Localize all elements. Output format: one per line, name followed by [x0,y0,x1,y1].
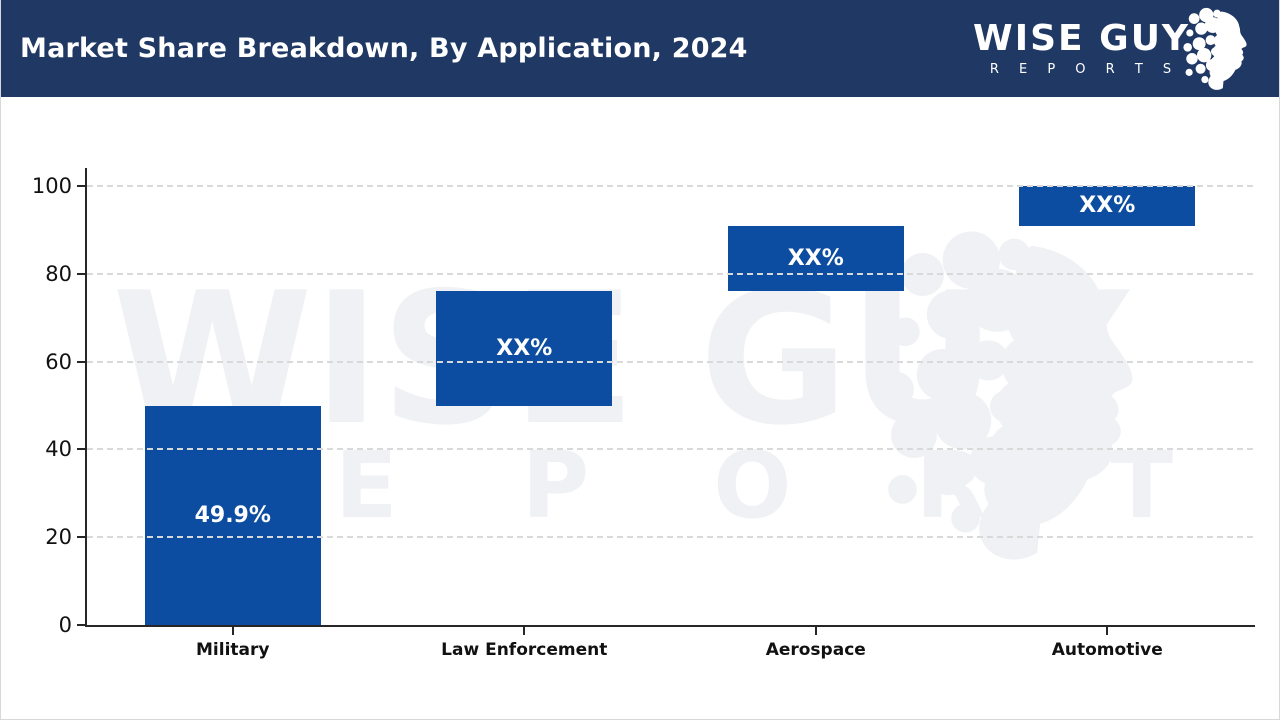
logo-text: WISE GUY R E P O R T S [972,17,1190,77]
gridline-40 [87,448,1253,451]
gridline-20 [87,536,1253,539]
logo-wordmark: WISE GUY [972,17,1190,59]
x-tick-mark [231,627,234,635]
y-tick-mark [77,448,85,451]
y-tick-label: 20 [45,525,72,550]
y-tick-mark [77,272,85,275]
y-tick-label: 40 [45,437,72,462]
bar-value-label: 49.9% [194,502,271,528]
x-axis-line [85,625,1255,627]
bar-automotive: XX% [1019,186,1196,226]
y-tick-mark [77,185,85,187]
y-tick-mark [77,536,85,539]
y-tick-mark [77,624,85,626]
y-tick-label: 0 [58,613,72,637]
bar-value-label: XX% [787,245,844,271]
x-category-label-military: Military [196,640,270,660]
header: Market Share Breakdown, By Application, … [0,0,1280,97]
gridline-100 [87,185,1253,187]
bar-aerospace: XX% [727,225,904,292]
bar-law-enforcement: XX% [436,291,613,406]
x-category-label-automotive: Automotive [1051,640,1163,660]
bar-military: 49.9% [144,405,321,625]
x-tick-mark [814,627,817,635]
gridline-80 [87,272,1253,275]
page-title: Market Share Breakdown, By Application, … [20,33,748,64]
logo-subtext: R E P O R T S [989,61,1180,77]
y-axis-line [85,168,87,627]
x-category-label-aerospace: Aerospace [765,640,866,660]
wiseguy-head-icon [1183,7,1247,90]
y-tick-label: 80 [45,261,72,286]
wiseguy-logo: WISE GUY R E P O R T S [973,7,1254,91]
y-tick-mark [77,360,85,363]
x-tick-mark [1106,627,1109,635]
bar-value-label: XX% [496,336,553,362]
gridline-60 [87,360,1253,363]
x-category-label-law-enforcement: Law Enforcement [441,640,608,660]
y-tick-label: 100 [31,174,72,198]
bar-value-label: XX% [1079,193,1136,219]
x-tick-mark [523,627,526,635]
y-tick-label: 60 [45,349,72,374]
